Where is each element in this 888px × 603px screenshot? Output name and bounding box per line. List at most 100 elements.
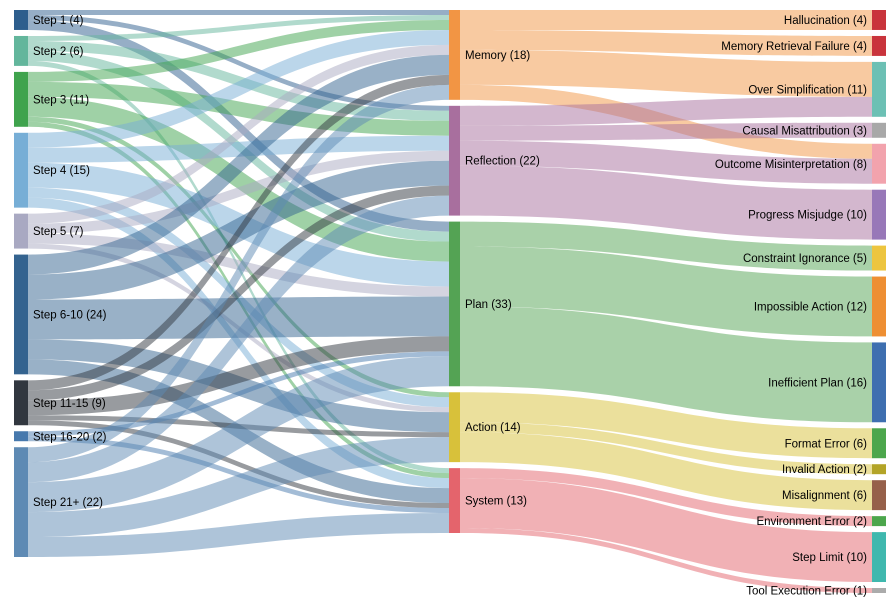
sankey-node-label-hallucination: Hallucination (4) [784, 15, 867, 27]
sankey-link-step-6-10-action [28, 339, 449, 433]
sankey-node-label-action: Action (14) [465, 422, 521, 434]
sankey-link-step-4-memory [28, 29, 449, 148]
sankey-link-reflection-outcome-misinterpretation [460, 140, 872, 184]
sankey-link-step-1-plan [28, 19, 449, 232]
sankey-link-step-21-plus-reflection [28, 195, 449, 483]
sankey-link-system-environment-error [460, 468, 872, 527]
sankey-node-misalignment [872, 480, 886, 511]
sankey-node-step-16-20 [14, 431, 28, 442]
sankey-node-label-step-4: Step 4 (15) [33, 165, 90, 177]
sankey-node-label-causal-misattribution: Causal Misattribution (3) [742, 125, 867, 137]
sankey-node-inefficient-plan [872, 342, 886, 423]
sankey-node-label-invalid-action: Invalid Action (2) [782, 464, 867, 476]
sankey-node-label-step-5: Step 5 (7) [33, 226, 84, 238]
sankey-link-step-21-plus-system [28, 513, 449, 557]
sankey-node-label-reflection: Reflection (22) [465, 156, 540, 168]
sankey-link-step-21-plus-action [28, 437, 449, 538]
sankey-node-step-6-10 [14, 254, 28, 375]
sankey-node-label-memory: Memory (18) [465, 50, 530, 62]
sankey-link-action-invalid-action [460, 422, 872, 475]
sankey-node-action [449, 392, 460, 463]
sankey-link-action-misalignment [460, 432, 872, 511]
sankey-link-step-1-memory [28, 10, 449, 15]
sankey-node-environment-error [872, 516, 886, 527]
sankey-link-step-11-15-system [28, 420, 449, 509]
sankey-node-over-simplification [872, 61, 886, 117]
sankey-node-reflection [449, 105, 460, 216]
sankey-node-invalid-action [872, 464, 886, 475]
sankey-link-step-5-memory [28, 44, 449, 224]
sankey-link-step-2-memory [28, 14, 449, 41]
sankey-node-step-5 [14, 213, 28, 249]
sankey-link-step-6-10-plan [28, 296, 449, 340]
sankey-node-label-step-21-plus: Step 21+ (22) [33, 497, 103, 509]
sankey-node-step-2 [14, 35, 28, 66]
sankey-node-impossible-action [872, 276, 886, 337]
sankey-link-memory-memory-retrieval-failure [460, 29, 872, 56]
sankey-link-step-5-reflection [28, 150, 449, 234]
sankey-link-step-3-reflection [28, 81, 449, 136]
sankey-node-label-over-simplification: Over Simplification (11) [748, 84, 867, 96]
sankey-node-label-step-1: Step 1 (4) [33, 15, 84, 27]
sankey-node-progress-misjudge [872, 189, 886, 240]
sankey-node-label-outcome-misinterpretation: Outcome Misinterpretation (8) [715, 159, 867, 171]
sankey-link-step-4-reflection [28, 135, 449, 163]
sankey-node-constraint-ignorance [872, 245, 886, 271]
sankey-node-label-inefficient-plan: Inefficient Plan (16) [768, 377, 867, 389]
sankey-link-reflection-over-simplification [460, 96, 872, 126]
sankey-node-label-misalignment: Misalignment (6) [782, 490, 867, 502]
sankey-node-label-step-11-15: Step 11-15 (9) [33, 398, 106, 410]
sankey-node-label-memory-retrieval-failure: Memory Retrieval Failure (4) [721, 41, 867, 53]
sankey-link-step-3-plan [28, 96, 449, 262]
sankey-node-label-step-6-10: Step 6-10 (24) [33, 309, 107, 321]
sankey-link-step-11-15-plan [28, 336, 449, 416]
sankey-node-step-21-plus [14, 447, 28, 557]
sankey-node-label-progress-misjudge: Progress Misjudge (10) [748, 210, 867, 222]
sankey-link-plan-constraint-ignorance [460, 221, 872, 271]
sankey-link-step-1-reflection [28, 14, 449, 111]
sankey-node-label-system: System (13) [465, 496, 527, 508]
sankey-link-plan-inefficient-plan [460, 306, 872, 423]
sankey-node-step-3 [14, 71, 28, 127]
sankey-node-label-constraint-ignorance: Constraint Ignorance (5) [743, 253, 867, 265]
sankey-node-system [449, 468, 460, 533]
sankey-link-step-3-memory [28, 19, 449, 82]
sankey-link-memory-over-simplification [460, 49, 872, 97]
sankey-link-system-step-limit [460, 478, 872, 583]
sankey-node-causal-misattribution [872, 122, 886, 138]
sankey-link-action-format-error [460, 392, 872, 459]
sankey-node-label-step-limit: Step Limit (10) [792, 552, 867, 564]
sankey-node-outcome-misinterpretation [872, 143, 886, 184]
sankey-link-step-21-plus-plan [28, 356, 449, 513]
sankey-node-memory-retrieval-failure [872, 35, 886, 56]
sankey-link-memory-outcome-misinterpretation [460, 84, 872, 159]
sankey-link-step-3-action [28, 116, 449, 398]
sankey-links-layer [28, 10, 872, 593]
sankey-link-step-6-10-memory [28, 54, 449, 275]
sankey-link-memory-hallucination [460, 10, 872, 30]
sankey-node-format-error [872, 428, 886, 459]
sankey-node-step-limit [872, 532, 886, 583]
sankey-node-tool-execution-error [872, 588, 886, 593]
sankey-node-plan [449, 221, 460, 387]
sankey-node-label-format-error: Format Error (6) [785, 438, 868, 450]
sankey-link-step-11-15-memory [28, 74, 449, 391]
sankey-nodes-layer: Step 1 (4) Step 2 (6) Step 3 (11) Step 4 (1… [14, 10, 886, 598]
sankey-node-label-step-16-20: Step 16-20 (2) [33, 431, 107, 443]
sankey-node-label-environment-error: Environment Error (2) [756, 516, 867, 528]
sankey-node-step-11-15 [14, 380, 28, 426]
sankey-node-label-plan: Plan (33) [465, 299, 512, 311]
sankey-node-step-4 [14, 132, 28, 208]
sankey-link-step-2-reflection [28, 40, 449, 121]
sankey-node-hallucination [872, 10, 886, 30]
sankey-node-label-step-2: Step 2 (6) [33, 46, 84, 58]
sankey-link-plan-impossible-action [460, 246, 872, 337]
sankey-node-label-impossible-action: Impossible Action (12) [754, 302, 867, 314]
sankey-link-reflection-causal-misattribution [460, 122, 872, 141]
sankey-link-reflection-progress-misjudge [460, 165, 872, 240]
sankey-link-system-tool-execution-error [460, 528, 872, 593]
sankey-link-step-21-plus-memory [28, 84, 449, 463]
sankey-node-step-1 [14, 10, 28, 30]
